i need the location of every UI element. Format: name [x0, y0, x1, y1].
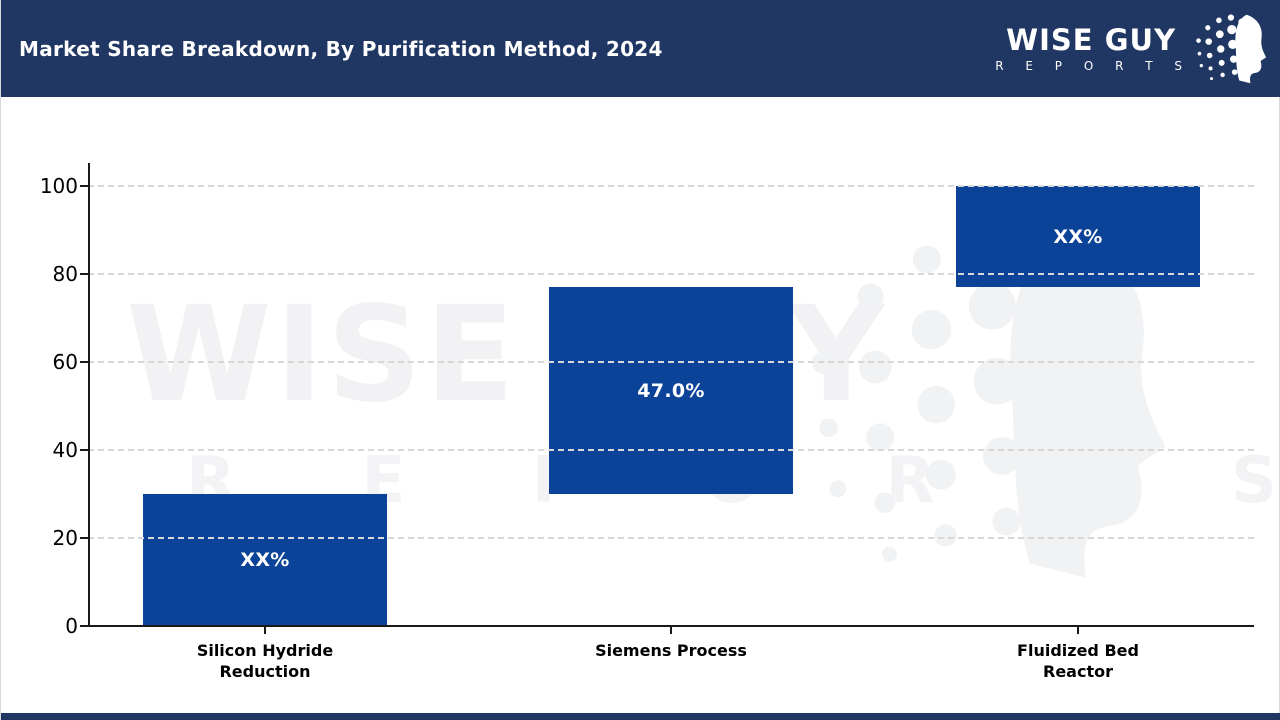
x-category-label: Siemens Process	[595, 641, 747, 660]
bar-value-label: XX%	[240, 549, 290, 571]
x-tick-mark	[670, 627, 672, 634]
x-category-label: Silicon Hydride Reduction	[196, 641, 334, 681]
x-tick-mark	[264, 627, 266, 634]
header-bar: Market Share Breakdown, By Purification …	[1, 0, 1280, 97]
gridline-100	[88, 185, 1254, 187]
y-tick-mark	[80, 361, 88, 363]
gridline-60	[88, 361, 1254, 363]
x-tick-mark	[1077, 627, 1079, 634]
gridline-20	[88, 537, 1254, 539]
footer-bar	[1, 713, 1280, 720]
bar-segment: XX%	[143, 494, 387, 626]
y-tick-mark	[80, 625, 88, 627]
logo-face-icon	[1196, 13, 1267, 83]
y-axis-spine	[88, 163, 90, 627]
y-tick-label: 100	[39, 174, 78, 198]
x-category-label: Fluidized Bed Reactor	[1017, 641, 1139, 681]
y-tick-mark	[80, 537, 88, 539]
y-tick-label: 20	[52, 526, 78, 550]
y-tick-mark	[80, 185, 88, 187]
bar-segment: XX%	[956, 186, 1200, 288]
logo-text: WISE GUY R E P O R T S	[991, 22, 1191, 73]
logo-name: WISE GUY	[1006, 22, 1177, 57]
y-tick-mark	[80, 449, 88, 451]
y-tick-label: 80	[52, 262, 78, 286]
y-tick-label: 60	[52, 350, 78, 374]
y-tick-label: 0	[65, 614, 78, 638]
bar-segment: 47.0%	[549, 287, 793, 494]
x-axis-line	[88, 625, 1254, 627]
gridline-40	[88, 449, 1254, 451]
y-tick-label: 40	[52, 438, 78, 462]
logo-reports: R E P O R T S	[995, 58, 1191, 73]
page-title: Market Share Breakdown, By Purification …	[19, 36, 663, 61]
gridline-80	[88, 273, 1254, 275]
bar-value-label: 47.0%	[637, 379, 705, 402]
bar-value-label: XX%	[1053, 225, 1103, 248]
wise-guy-logo: WISE GUY R E P O R T S	[991, 10, 1267, 88]
y-tick-mark	[80, 273, 88, 275]
